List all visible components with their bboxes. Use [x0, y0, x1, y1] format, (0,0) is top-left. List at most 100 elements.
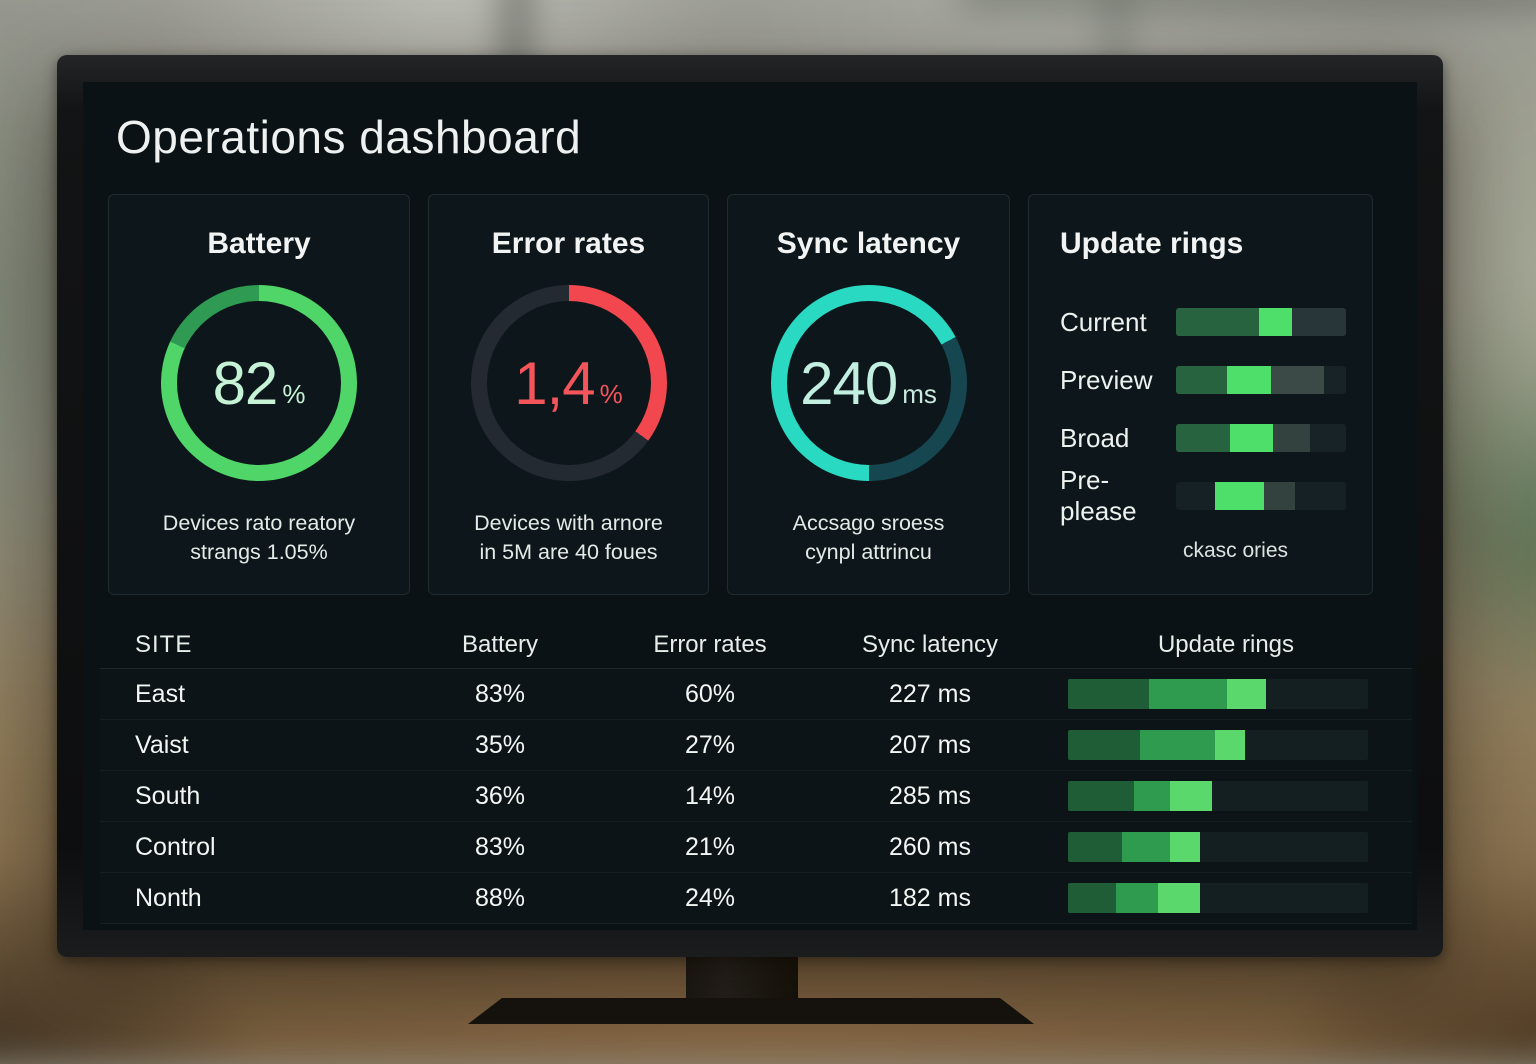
gauge-unit: ms: [902, 378, 937, 409]
update-ring-row: Current: [1060, 307, 1346, 337]
bar-segment: [1068, 832, 1122, 862]
bar-segment: [1176, 482, 1215, 510]
cell-site: East: [135, 679, 186, 708]
cell-sync-latency: 227 ms: [889, 679, 971, 708]
bar-segment: [1068, 781, 1134, 811]
card-title: Error rates: [491, 227, 646, 260]
update-ring-bar: [1176, 366, 1346, 394]
kpi-card-update-rings: Update rings Current Preview Broad Pre-plea…: [1028, 194, 1373, 595]
card-subtitle: Devices rato reatory strangs 1.05%: [109, 509, 409, 567]
cell-sync-latency: 207 ms: [889, 730, 971, 759]
column-header-update-rings: Update rings: [1157, 631, 1295, 658]
table-body: East 83% 60% 227 ms Vaist 35% 27% 207 ms South 36…: [100, 669, 1412, 924]
column-header-battery: Battery: [461, 631, 539, 658]
gauge-value: 82: [212, 349, 279, 417]
cell-error-rate: 14%: [684, 781, 736, 810]
bar-segment: [1170, 781, 1212, 811]
gauge-hole: [486, 301, 651, 465]
sync-latency-gauge-ring: 240 ms: [770, 285, 967, 481]
cell-update-rings: [1040, 832, 1412, 862]
cell-site: Control: [135, 832, 216, 861]
bar-segment: [1215, 730, 1245, 760]
column-header-sync-latency: Sync latency: [861, 631, 999, 658]
cell-error-rate: 60%: [684, 679, 736, 708]
bar-segment: [1215, 482, 1265, 510]
bar-segment: [1230, 424, 1273, 452]
bar-segment: [1227, 366, 1272, 394]
update-ring-row: Pre-please: [1060, 465, 1346, 526]
monitor-bezel: Operations dashboard Battery 82 % Device…: [57, 55, 1443, 957]
cell-update-rings: [1040, 883, 1412, 913]
table-row: South 36% 14% 285 ms: [100, 771, 1412, 822]
gauge-hole: [786, 301, 951, 465]
table-header-row: SITE Battery Error rates Sync latency Update…: [100, 622, 1412, 669]
update-ring-row: Preview: [1060, 365, 1346, 395]
cell-battery: 83%: [474, 679, 526, 708]
row-update-bar: [1068, 832, 1368, 862]
bar-segment: [1068, 883, 1116, 913]
bar-segment: [1158, 883, 1200, 913]
card-subtitle-line2: strangs 1.05%: [190, 540, 328, 564]
card-subtitle-line1: Devices rato reatory: [162, 511, 356, 535]
bar-segment: [1149, 679, 1227, 709]
gauge-unit: %: [282, 378, 306, 409]
cell-error-rate: 24%: [684, 883, 736, 912]
battery-gauge-ring: 82 %: [161, 285, 357, 481]
kpi-card-error-rates: Error rates 1,4 % Devices with arnore in…: [428, 194, 709, 595]
card-subtitle-line1: Accsago sroess: [792, 511, 945, 535]
bar-segment: [1134, 781, 1170, 811]
dashboard-screen: Operations dashboard Battery 82 % Device…: [83, 82, 1417, 930]
update-ring-label: Pre-please: [1060, 465, 1137, 526]
cell-update-rings: [1040, 730, 1412, 760]
table-row: Vaist 35% 27% 207 ms: [100, 720, 1412, 771]
cell-error-rate: 21%: [684, 832, 736, 861]
cell-battery: 36%: [474, 781, 526, 810]
table-row: East 83% 60% 227 ms: [100, 669, 1412, 720]
cell-sync-latency: 260 ms: [889, 832, 971, 861]
cell-site: South: [135, 781, 201, 810]
row-update-bar: [1068, 730, 1368, 760]
cell-site: Vaist: [135, 730, 189, 759]
update-ring-label: Broad: [1060, 422, 1130, 453]
table-row: Nonth 88% 24% 182 ms: [100, 873, 1412, 924]
row-update-bar: [1068, 781, 1368, 811]
window-sill: [960, 0, 1536, 4]
card-title: Sync latency: [776, 227, 961, 260]
bar-segment: [1264, 482, 1295, 510]
card-subtitle-line2: cynpl attrincu: [805, 540, 932, 564]
bar-segment: [1122, 832, 1170, 862]
kpi-card-sync-latency: Sync latency 240 ms Accsago sroess cynpl…: [727, 194, 1010, 595]
cell-battery: 35%: [474, 730, 526, 759]
kpi-card-row: Battery 82 % Devices rato reatory strang…: [108, 194, 1373, 595]
cell-sync-latency: 285 ms: [889, 781, 971, 810]
column-header-error-rates: Error rates: [653, 631, 767, 658]
update-ring-bar: [1176, 308, 1346, 336]
cell-battery: 83%: [474, 832, 526, 861]
bar-segment: [1068, 679, 1149, 709]
card-subtitle: Accsago sroess cynpl attrincu: [728, 509, 1009, 567]
card-title: Update rings: [1060, 227, 1244, 260]
update-ring-label: Preview: [1060, 364, 1153, 395]
gauge-center: 82 %: [161, 285, 357, 481]
gauge-center: 1,4 %: [471, 285, 667, 481]
update-ring-bar: [1176, 482, 1346, 510]
gauge-value: 1,4: [514, 349, 595, 417]
monitor-stand-base: [468, 998, 1034, 1024]
card-title: Battery: [207, 227, 311, 260]
gauge-value: 240: [800, 349, 898, 417]
row-update-bar: [1068, 883, 1368, 913]
bar-segment: [1176, 366, 1227, 394]
update-rings-caption: ckasc ories: [1182, 539, 1289, 562]
cell-battery: 88%: [474, 883, 526, 912]
row-update-bar: [1068, 679, 1368, 709]
card-subtitle-line1: Devices with arnore: [474, 511, 663, 535]
bar-segment: [1227, 679, 1266, 709]
sites-table: SITE Battery Error rates Sync latency Update…: [100, 622, 1412, 924]
cell-update-rings: [1040, 679, 1412, 709]
kpi-card-battery: Battery 82 % Devices rato reatory strang…: [108, 194, 410, 595]
bar-segment: [1176, 424, 1231, 452]
update-ring-label: Current: [1060, 306, 1147, 337]
cell-sync-latency: 182 ms: [889, 883, 971, 912]
bar-segment: [1116, 883, 1158, 913]
error-rates-gauge-ring: 1,4 %: [470, 285, 667, 481]
